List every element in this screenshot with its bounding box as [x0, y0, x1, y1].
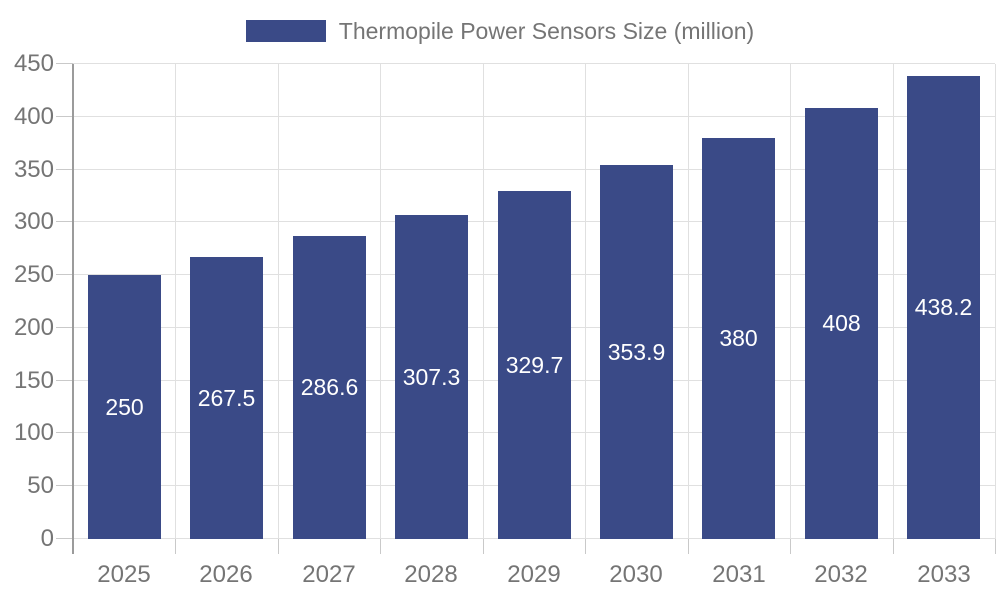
y-tick — [56, 274, 73, 275]
y-axis-label: 300 — [13, 208, 54, 235]
y-axis-label: 100 — [13, 419, 54, 446]
y-axis-label: 150 — [13, 367, 54, 394]
y-axis-label: 350 — [13, 156, 54, 183]
x-axis-label: 2029 — [507, 561, 561, 588]
y-axis-label: 400 — [13, 103, 54, 130]
x-gridline — [893, 64, 894, 539]
x-tick — [893, 539, 894, 554]
bar: 307.3 — [395, 215, 468, 539]
y-axis-label: 250 — [13, 261, 54, 288]
y-axis-label: 0 — [40, 525, 54, 552]
x-axis-label: 2033 — [917, 561, 971, 588]
y-tick — [56, 169, 73, 170]
legend-item[interactable]: Thermopile Power Sensors Size (million) — [0, 16, 1000, 46]
y-axis-label: 450 — [13, 50, 54, 77]
y-gridline — [73, 63, 995, 64]
x-tick — [585, 539, 586, 554]
x-gridline — [380, 64, 381, 539]
bar-value-label: 329.7 — [505, 351, 564, 378]
legend-label: Thermopile Power Sensors Size (million) — [338, 17, 755, 44]
bar-value-label: 380 — [719, 325, 758, 351]
x-gridline — [688, 64, 689, 539]
y-tick — [56, 380, 73, 381]
x-axis-label: 2031 — [712, 561, 766, 588]
bar: 353.9 — [600, 165, 673, 539]
x-tick — [175, 539, 176, 554]
y-tick — [56, 221, 73, 222]
x-tick — [688, 539, 689, 554]
bar: 267.5 — [190, 257, 263, 539]
bar: 329.7 — [498, 191, 571, 539]
x-gridline — [175, 64, 176, 539]
y-tick — [56, 327, 73, 328]
x-gridline — [278, 64, 279, 539]
bar: 286.6 — [293, 236, 366, 539]
x-gridline — [585, 64, 586, 539]
bar-value-label: 267.5 — [197, 384, 256, 411]
y-tick — [56, 538, 73, 539]
y-tick — [56, 432, 73, 433]
x-gridline — [790, 64, 791, 539]
x-tick — [380, 539, 381, 554]
x-tick — [995, 539, 996, 554]
bar-value-label: 408 — [822, 310, 861, 336]
y-axis-label: 200 — [13, 314, 54, 341]
bar-value-label: 286.6 — [300, 374, 359, 400]
x-axis-label: 2026 — [199, 561, 253, 588]
bar-value-label: 307.3 — [402, 363, 461, 390]
x-axis-label: 2032 — [814, 561, 868, 588]
bar-value-label: 438.2 — [914, 294, 973, 320]
bar-value-label: 250 — [105, 393, 144, 420]
x-axis-label: 2025 — [97, 561, 151, 588]
legend-swatch — [245, 20, 326, 42]
bar: 438.2 — [907, 76, 980, 539]
x-axis-label: 2030 — [609, 561, 663, 588]
bar: 250 — [88, 275, 161, 539]
bar-value-label: 353.9 — [607, 338, 666, 365]
y-gridline — [73, 116, 995, 117]
y-tick — [56, 485, 73, 486]
x-axis-label: 2027 — [302, 561, 356, 588]
bar: 380 — [702, 138, 775, 539]
y-axis-line — [72, 64, 74, 554]
x-gridline — [995, 64, 996, 539]
x-tick — [790, 539, 791, 554]
x-axis-label: 2028 — [404, 561, 458, 588]
x-gridline — [483, 64, 484, 539]
x-tick — [278, 539, 279, 554]
x-tick — [483, 539, 484, 554]
y-axis-label: 50 — [27, 472, 54, 499]
y-tick — [56, 63, 73, 64]
bar: 408 — [805, 108, 878, 539]
y-gridline — [73, 169, 995, 170]
y-tick — [56, 116, 73, 117]
